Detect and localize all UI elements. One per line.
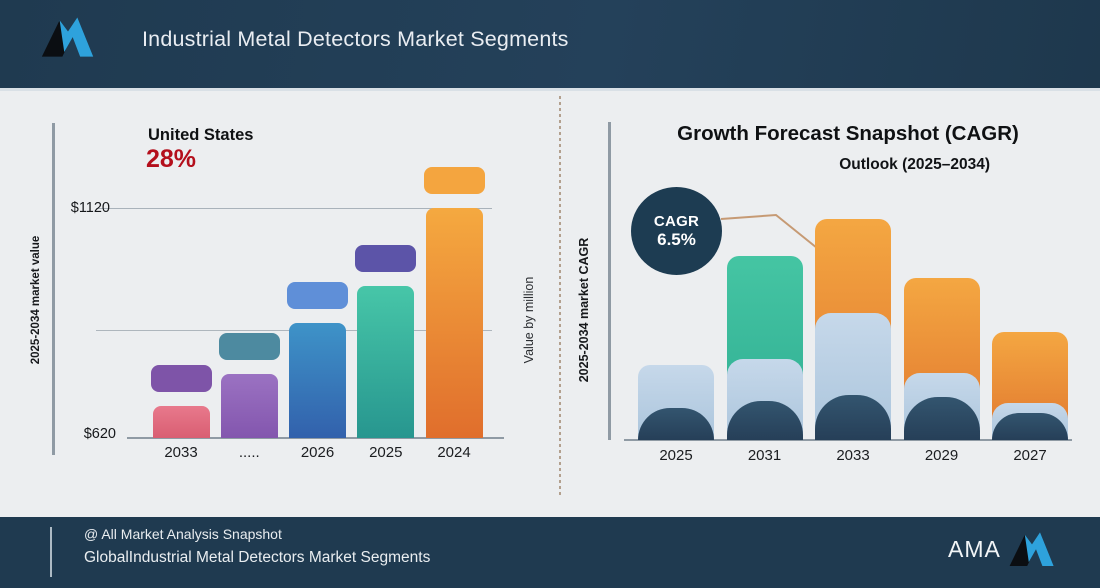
right-chart-subtitle: Outlook (2025–2034) bbox=[839, 156, 990, 173]
x-tick-label: 2025 bbox=[659, 447, 693, 464]
x-tick-label: 2033 bbox=[164, 444, 198, 461]
cagr-badge: CAGR 6.5% bbox=[631, 187, 722, 275]
bar-cap-2024 bbox=[423, 167, 485, 194]
header-separator bbox=[0, 88, 1100, 91]
footer-brand-text: AMA bbox=[948, 536, 1001, 562]
y-tick-label-top: $1120 bbox=[70, 200, 110, 216]
x-tick-label: 2033 bbox=[836, 447, 870, 464]
right-y-axis-line bbox=[608, 122, 611, 440]
y-tick-label-bottom: $620 bbox=[83, 426, 116, 442]
bar-segment-2033 bbox=[815, 394, 891, 440]
x-tick-label: 2024 bbox=[437, 444, 471, 461]
right-x-axis-line bbox=[624, 439, 1072, 441]
x-tick-label: 2029 bbox=[924, 447, 959, 464]
gridline-1120 bbox=[96, 208, 492, 209]
x-tick-label: 2031 bbox=[747, 447, 782, 464]
footer-ama-logo-icon bbox=[1009, 532, 1054, 566]
page-title: Industrial Metal Detectors Market Segmen… bbox=[142, 27, 569, 51]
highlight-percentage: 28% bbox=[146, 145, 197, 173]
footer-source-text: @ All Market Analysis Snapshot bbox=[84, 526, 282, 542]
footer-report-title: GlobalIndustrial Metal Detectors Market … bbox=[84, 549, 431, 566]
cagr-badge-value: 6.5% bbox=[657, 229, 696, 249]
bar-2025 bbox=[357, 286, 415, 438]
left-y-axis-label: 2025-2034 market value bbox=[30, 235, 42, 365]
x-tick-label: 2026 bbox=[300, 444, 335, 461]
left-y-axis-line bbox=[52, 123, 55, 455]
right-y-axis-label: 2025-2034 market CAGR bbox=[577, 237, 591, 383]
cagr-badge-title: CAGR bbox=[653, 212, 700, 230]
bar-cap-2026 bbox=[287, 282, 348, 309]
header: Industrial Metal Detectors Market Segmen… bbox=[0, 0, 1100, 88]
footer-divider-line bbox=[50, 527, 52, 577]
right-chart-title: Growth Forecast Snapshot (CAGR) bbox=[677, 122, 1019, 145]
bar-segment-2027 bbox=[992, 413, 1068, 440]
panel-divider bbox=[559, 96, 561, 498]
x-tick-label: ..... bbox=[238, 444, 260, 461]
bar-cap-2025 bbox=[355, 245, 417, 273]
left-x-axis-line bbox=[127, 437, 504, 439]
region-label: United States bbox=[148, 126, 254, 144]
bar-cap-2033 bbox=[150, 364, 212, 392]
bar-2033 bbox=[152, 405, 210, 438]
bar-2024 bbox=[425, 208, 483, 438]
ama-logo-icon bbox=[41, 17, 94, 57]
x-tick-label: 2027 bbox=[1013, 447, 1047, 464]
footer: @ All Market Analysis Snapshot GlobalInd… bbox=[0, 517, 1100, 588]
value-by-million-label: Value by million bbox=[522, 276, 536, 364]
bar-cap-..... bbox=[218, 332, 280, 360]
bar-2026 bbox=[289, 323, 346, 438]
x-tick-label: 2025 bbox=[369, 444, 403, 461]
bar-..... bbox=[220, 373, 278, 438]
bar-segment-2029 bbox=[903, 396, 980, 440]
bar-segment-2025 bbox=[638, 408, 714, 440]
